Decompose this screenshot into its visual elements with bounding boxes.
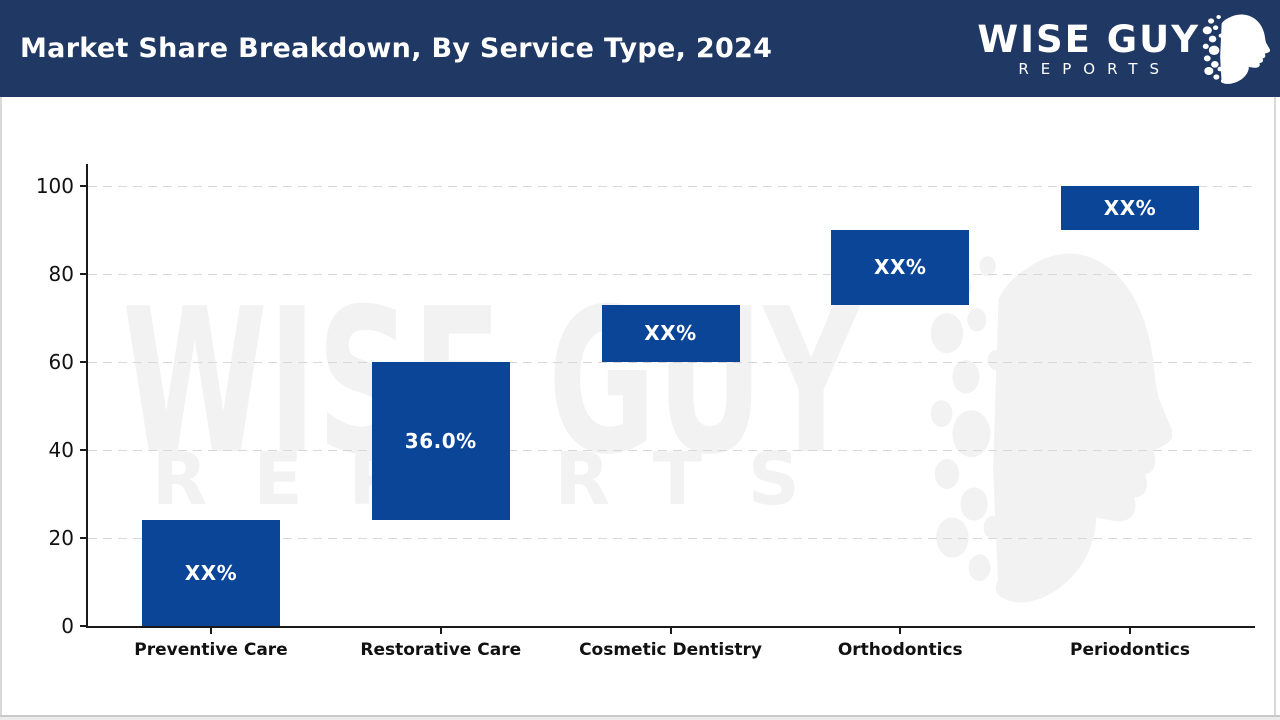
y-tick-label-60: 60: [48, 350, 74, 374]
y-tick-0: [80, 625, 87, 627]
y-tick-80: [80, 273, 87, 275]
chart-title: Market Share Breakdown, By Service Type,…: [20, 33, 773, 64]
bar-value-label: 36.0%: [404, 429, 477, 454]
logo-face-icon: [1202, 14, 1270, 84]
x-tick-2: [669, 628, 672, 634]
card-shadow-bottom: [0, 717, 1280, 720]
bar-value-label: XX%: [874, 255, 927, 280]
bar-value-label: XX%: [644, 321, 697, 346]
bar-value-label: XX%: [184, 561, 238, 586]
x-category-label: Periodontics: [1070, 640, 1190, 660]
x-tick-1: [439, 628, 442, 634]
y-tick-100: [80, 185, 87, 187]
y-axis-spine: [86, 164, 88, 628]
bar-value-label: XX%: [1103, 196, 1157, 220]
y-tick-20: [80, 537, 87, 539]
bar-orthodontics: XX%: [831, 230, 970, 305]
gridline-y-60: [88, 361, 1254, 363]
y-tick-60: [80, 361, 87, 363]
x-category-label: Cosmetic Dentistry: [579, 640, 762, 660]
card-border-bottom: [0, 715, 1280, 717]
card-border-right: [1274, 97, 1276, 716]
logo-reports-label: REPORTS: [1018, 60, 1172, 78]
wiseguy-reports-logo: WISE GUY REPORTS: [977, 6, 1270, 92]
x-tick-4: [1129, 628, 1131, 634]
card-border-left: [0, 97, 2, 716]
logo-wiseguy-label: WISE GUY: [977, 18, 1200, 61]
y-tick-40: [80, 449, 87, 451]
x-category-label: Restorative Care: [360, 640, 522, 660]
y-tick-label-20: 20: [48, 526, 74, 550]
x-axis-spine: [86, 626, 1255, 628]
y-tick-label-0: 0: [61, 614, 74, 638]
x-category-label: Preventive Care: [134, 640, 288, 660]
y-tick-label-100: 100: [35, 174, 74, 198]
title-bar: Market Share Breakdown, By Service Type,…: [0, 0, 1280, 97]
bar-preventive-care: XX%: [142, 520, 280, 626]
gridline-y-80: [88, 273, 1254, 275]
bar-cosmetic-dentistry: XX%: [601, 304, 740, 362]
gridline-y-20: [88, 537, 1254, 539]
gridline-y-100: [88, 185, 1254, 187]
bar-periodontics: XX%: [1061, 186, 1199, 230]
x-tick-0: [210, 628, 212, 634]
gridline-y-40: [88, 449, 1254, 451]
y-tick-label-40: 40: [48, 438, 74, 462]
logo-text: WISE GUY REPORTS: [977, 18, 1200, 79]
y-tick-label-80: 80: [48, 262, 74, 286]
bar-restorative-care: 36.0%: [371, 362, 510, 521]
x-category-label: Orthodontics: [837, 640, 963, 660]
x-tick-3: [899, 628, 902, 634]
